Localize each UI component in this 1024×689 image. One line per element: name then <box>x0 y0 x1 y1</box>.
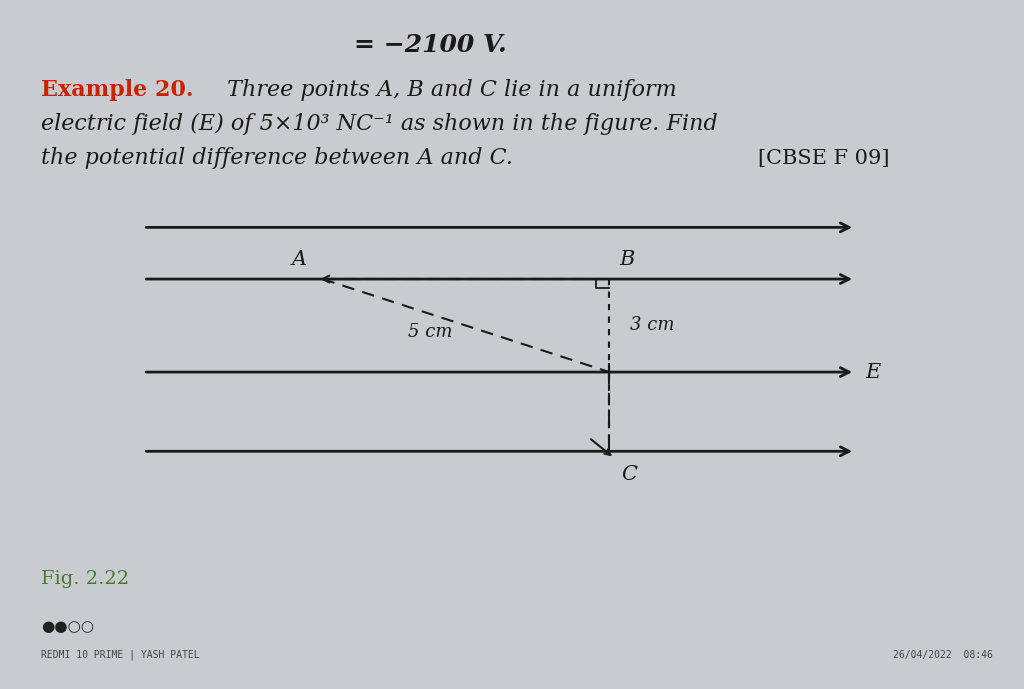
Text: A: A <box>292 249 307 269</box>
Text: [CBSE F 09]: [CBSE F 09] <box>758 149 889 168</box>
Text: the potential difference between A and C.: the potential difference between A and C… <box>41 147 513 169</box>
Text: ●●○○: ●●○○ <box>41 619 94 635</box>
Text: electric field (E) of 5×10³ NC⁻¹ as shown in the figure. Find: electric field (E) of 5×10³ NC⁻¹ as show… <box>41 113 718 135</box>
Text: Fig. 2.22: Fig. 2.22 <box>41 570 129 588</box>
Text: E: E <box>865 362 881 382</box>
Text: = −2100 V.: = −2100 V. <box>353 33 507 56</box>
Text: 5 cm: 5 cm <box>408 323 453 341</box>
Text: Three points A, B and C lie in a uniform: Three points A, B and C lie in a uniform <box>220 79 677 101</box>
Text: C: C <box>622 465 638 484</box>
Text: REDMI 10 PRIME | YASH PATEL: REDMI 10 PRIME | YASH PATEL <box>41 649 200 660</box>
Text: Example 20.: Example 20. <box>41 79 194 101</box>
Text: 3 cm: 3 cm <box>630 316 674 334</box>
Text: 26/04/2022  08:46: 26/04/2022 08:46 <box>893 650 993 659</box>
Text: B: B <box>620 249 635 269</box>
